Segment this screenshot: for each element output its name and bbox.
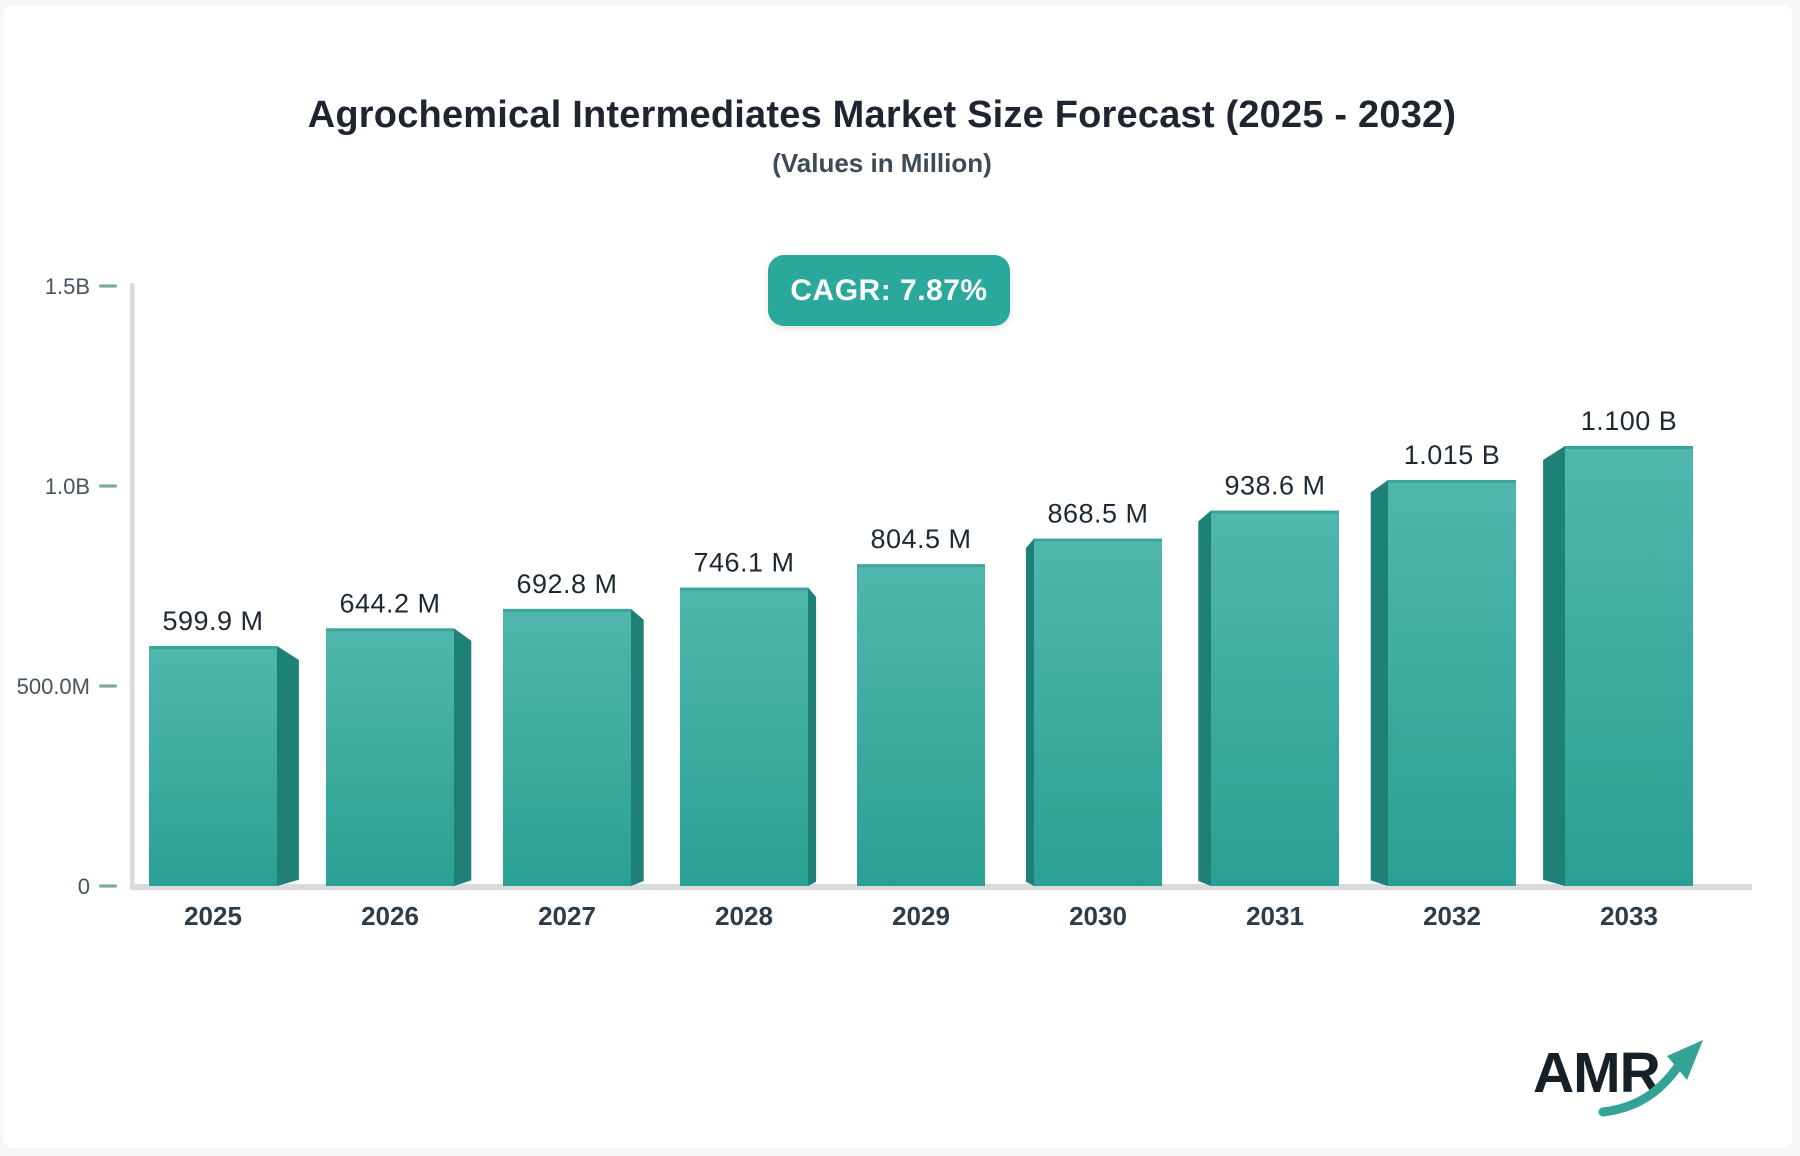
bar-value-label-2025: 599.9 M xyxy=(162,606,263,636)
growth-arrow-icon xyxy=(1598,1040,1703,1117)
bar-front-2028 xyxy=(680,587,808,886)
bar-front-2026 xyxy=(326,628,454,886)
bar-top-edge-2029 xyxy=(857,564,985,568)
bar-value-label-2030: 868.5 M xyxy=(1047,499,1148,529)
bar-front-2029 xyxy=(857,564,985,886)
y-tick-1.5B xyxy=(99,284,117,288)
y-tick-label-500.0M: 500.0M xyxy=(17,674,90,699)
bar-2028: 746.1 M 2028 xyxy=(680,548,817,931)
bar-top-edge-2033 xyxy=(1565,446,1693,449)
y-tick-0 xyxy=(99,884,117,888)
bar-front-2025 xyxy=(149,646,277,886)
bar-top-edge-2031 xyxy=(1211,510,1339,514)
amr-logo: AMR xyxy=(1533,1040,1733,1130)
bar-side-2033 xyxy=(1543,446,1565,886)
chart-subtitle: (Values in Million) xyxy=(772,148,992,178)
bar-2030: 868.5 M 2030 xyxy=(1025,499,1162,931)
y-tick-label-1.5B: 1.5B xyxy=(45,274,90,299)
x-axis-label-2033: 2033 xyxy=(1600,901,1658,931)
bar-value-label-2032: 1.015 B xyxy=(1404,440,1501,470)
bar-front-2030 xyxy=(1034,538,1162,886)
bar-value-label-2033: 1.100 B xyxy=(1581,406,1678,436)
cagr-badge-label: CAGR: 7.87% xyxy=(790,273,988,307)
bar-value-label-2029: 804.5 M xyxy=(870,524,971,554)
y-tick-label-0: 0 xyxy=(78,874,90,899)
bar-value-label-2027: 692.8 M xyxy=(516,569,617,599)
bar-front-2033 xyxy=(1565,446,1693,886)
x-axis-label-2025: 2025 xyxy=(184,901,242,931)
y-tick-1.0B xyxy=(99,484,117,488)
bar-front-2032 xyxy=(1388,480,1516,886)
bar-2027: 692.8 M 2027 xyxy=(503,569,644,931)
x-axis-label-2029: 2029 xyxy=(892,901,950,931)
bar-value-label-2028: 746.1 M xyxy=(693,548,794,578)
bar-side-2031 xyxy=(1198,510,1211,886)
x-axis-label-2027: 2027 xyxy=(538,901,596,931)
x-axis-label-2032: 2032 xyxy=(1423,901,1481,931)
bar-2026: 644.2 M 2026 xyxy=(326,588,472,931)
bar-top-edge-2032 xyxy=(1388,480,1516,483)
bar-front-2027 xyxy=(503,608,631,886)
growth-arrow-head xyxy=(1667,1040,1703,1080)
y-tick-500.0M xyxy=(99,684,117,688)
bar-2029: 804.5 M 2029 xyxy=(857,524,985,931)
bar-front-2031 xyxy=(1211,510,1339,886)
bar-2032: 1.015 B 2032 xyxy=(1370,440,1516,931)
bar-value-label-2031: 938.6 M xyxy=(1224,471,1325,501)
x-axis-label-2030: 2030 xyxy=(1069,901,1127,931)
bar-side-2026 xyxy=(454,628,472,886)
bar-side-2028 xyxy=(808,587,817,886)
bar-2025: 599.9 M 2025 xyxy=(149,606,299,931)
bar-top-edge-2030 xyxy=(1034,538,1162,542)
y-axis-line xyxy=(130,283,135,890)
bar-top-edge-2027 xyxy=(503,608,631,612)
amr-logo-text: AMR xyxy=(1533,1041,1661,1105)
bar-top-edge-2026 xyxy=(326,628,454,632)
y-tick-label-1.0B: 1.0B xyxy=(45,474,90,499)
bar-2031: 938.6 M 2031 xyxy=(1198,471,1339,931)
bar-side-2030 xyxy=(1025,538,1034,886)
cagr-badge: CAGR: 7.87% xyxy=(768,255,1010,326)
bar-side-2025 xyxy=(277,646,299,886)
growth-arrow-shaft xyxy=(1598,1057,1686,1117)
bar-side-2027 xyxy=(631,608,644,886)
bar-value-label-2026: 644.2 M xyxy=(339,588,440,618)
x-axis-label-2028: 2028 xyxy=(715,901,773,931)
bar-top-edge-2028 xyxy=(680,587,808,591)
bar-2033: 1.100 B 2033 xyxy=(1543,406,1693,931)
chart-title: Agrochemical Intermediates Market Size F… xyxy=(307,94,1457,136)
bar-side-2032 xyxy=(1370,480,1388,886)
bar-top-edge-2025 xyxy=(149,646,277,650)
x-axis-label-2026: 2026 xyxy=(361,901,419,931)
x-axis-label-2031: 2031 xyxy=(1246,901,1304,931)
